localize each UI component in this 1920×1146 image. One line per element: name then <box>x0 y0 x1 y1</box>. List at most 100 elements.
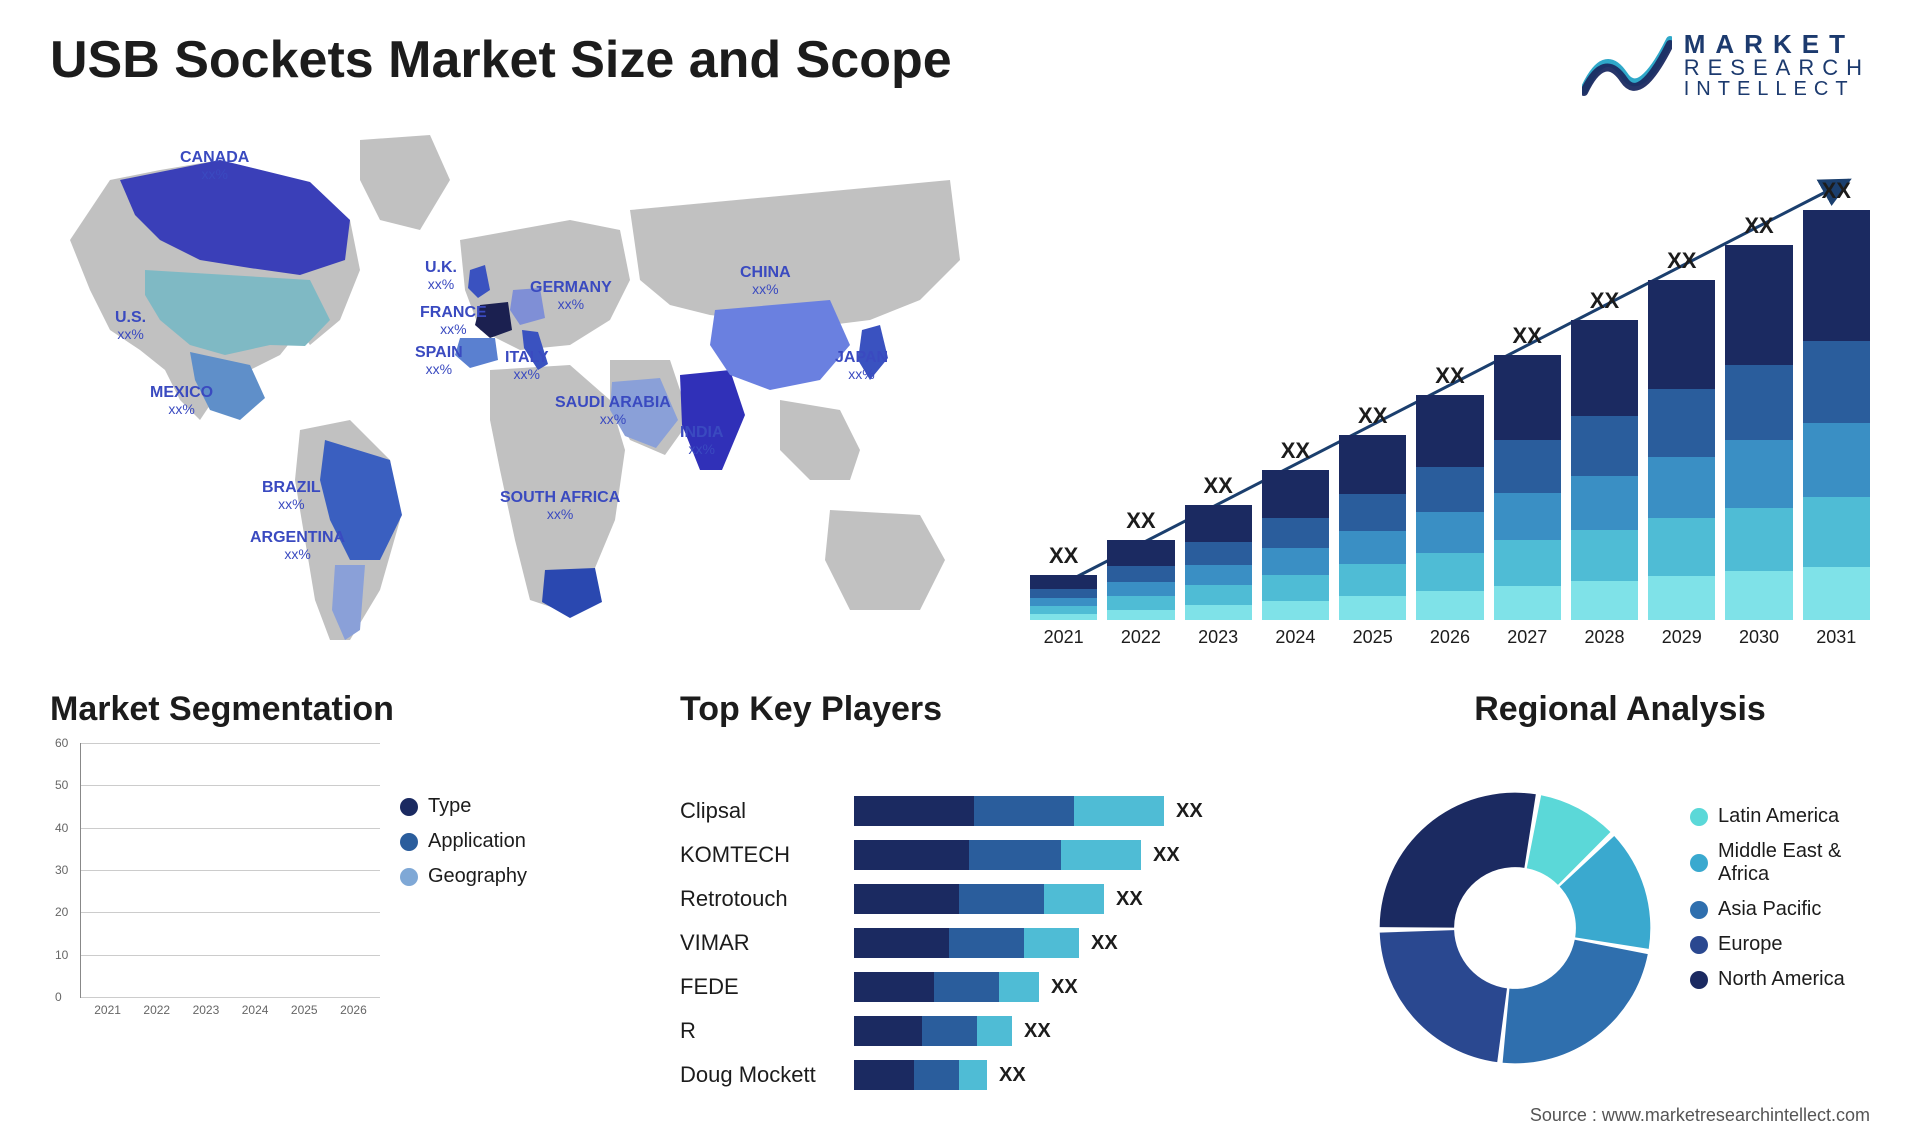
seg-y-tick: 30 <box>55 863 68 877</box>
growth-bar-year: 2030 <box>1739 627 1779 648</box>
growth-bar-value: XX <box>1281 438 1310 464</box>
growth-bar: XX2021 <box>1030 543 1097 620</box>
map-label: SAUDI ARABIAxx% <box>555 395 671 429</box>
players-panel: Top Key Players ClipsalKOMTECHRetrotouch… <box>680 690 1320 1097</box>
seg-y-tick: 50 <box>55 778 68 792</box>
brand-line3: INTELLECT <box>1684 79 1870 99</box>
player-bar-row: XX <box>854 877 1320 921</box>
legend-dot <box>1690 971 1708 989</box>
map-label: INDIAxx% <box>680 425 724 459</box>
map-label: U.K.xx% <box>425 260 457 294</box>
growth-bar: XX2030 <box>1725 213 1792 620</box>
donut-slice <box>1380 793 1536 928</box>
growth-bar-year: 2027 <box>1507 627 1547 648</box>
map-label: U.S.xx% <box>115 310 146 344</box>
map-label: ITALYxx% <box>505 350 549 384</box>
legend-item: Type <box>400 795 630 818</box>
player-name: Clipsal <box>680 789 830 833</box>
legend-item: Europe <box>1690 933 1870 956</box>
player-names: ClipsalKOMTECHRetrotouchVIMARFEDERDoug M… <box>680 743 830 1097</box>
player-name: KOMTECH <box>680 833 830 877</box>
growth-bar-year: 2025 <box>1353 627 1393 648</box>
player-name: R <box>680 1009 830 1053</box>
seg-x-label: 2022 <box>143 1003 170 1017</box>
legend-label: Latin America <box>1718 805 1839 828</box>
segmentation-title: Market Segmentation <box>50 690 630 729</box>
page-title: USB Sockets Market Size and Scope <box>50 30 952 90</box>
legend-label: Middle East & Africa <box>1718 840 1870 886</box>
seg-y-tick: 60 <box>55 736 68 750</box>
growth-bar-value: XX <box>1667 248 1696 274</box>
growth-bar-value: XX <box>1049 543 1078 569</box>
legend-label: Type <box>428 795 471 818</box>
player-bar-row: XX <box>854 789 1320 833</box>
brand-line1: MARKET <box>1684 31 1870 57</box>
legend-item: North America <box>1690 968 1870 991</box>
player-value: XX <box>1116 888 1143 911</box>
growth-bar-year: 2029 <box>1662 627 1702 648</box>
player-bar-row: XX <box>854 921 1320 965</box>
legend-item: Latin America <box>1690 805 1870 828</box>
growth-bar: XX2027 <box>1494 323 1561 620</box>
growth-bar-year: 2023 <box>1198 627 1238 648</box>
map-label: MEXICOxx% <box>150 385 213 419</box>
player-value: XX <box>1091 932 1118 955</box>
growth-bar: XX2026 <box>1416 363 1483 620</box>
legend-label: North America <box>1718 968 1845 991</box>
player-value: XX <box>1153 844 1180 867</box>
legend-dot <box>1690 901 1708 919</box>
player-value: XX <box>1176 800 1203 823</box>
player-bar-row: XX <box>854 965 1320 1009</box>
growth-bar-year: 2031 <box>1816 627 1856 648</box>
legend-dot <box>400 868 418 886</box>
seg-y-tick: 10 <box>55 948 68 962</box>
legend-item: Middle East & Africa <box>1690 840 1870 886</box>
growth-bar-value: XX <box>1203 473 1232 499</box>
player-value: XX <box>999 1064 1026 1087</box>
seg-x-label: 2026 <box>340 1003 367 1017</box>
regional-panel: Regional Analysis Latin America Middle Ea… <box>1370 690 1870 1073</box>
donut-slice <box>1380 930 1507 1062</box>
growth-bar: XX2031 <box>1803 178 1870 620</box>
player-value: XX <box>1051 976 1078 999</box>
source-attribution: Source : www.marketresearchintellect.com <box>1530 1105 1870 1126</box>
legend-dot <box>400 798 418 816</box>
map-label: JAPANxx% <box>835 350 888 384</box>
map-label: GERMANYxx% <box>530 280 612 314</box>
segmentation-chart: 202120222023202420252026 0102030405060 <box>50 743 380 1023</box>
regional-title: Regional Analysis <box>1370 690 1870 729</box>
legend-label: Europe <box>1718 933 1783 956</box>
segmentation-legend: TypeApplicationGeography <box>400 743 630 1023</box>
players-title: Top Key Players <box>680 690 1320 729</box>
legend-dot <box>400 833 418 851</box>
brand-icon <box>1582 30 1672 100</box>
growth-bar-year: 2022 <box>1121 627 1161 648</box>
player-bar-row: XX <box>854 1009 1320 1053</box>
seg-x-label: 2025 <box>291 1003 318 1017</box>
brand-line2: RESEARCH <box>1684 57 1870 79</box>
legend-label: Asia Pacific <box>1718 898 1821 921</box>
growth-bar-value: XX <box>1435 363 1464 389</box>
regional-donut <box>1370 783 1660 1073</box>
map-label: BRAZILxx% <box>262 480 321 514</box>
growth-bar-value: XX <box>1513 323 1542 349</box>
seg-y-tick: 0 <box>55 990 62 1004</box>
player-bars-chart: XXXXXXXXXXXXXX <box>854 743 1320 1097</box>
map-label: FRANCExx% <box>420 305 487 339</box>
growth-bar-value: XX <box>1822 178 1851 204</box>
seg-x-label: 2024 <box>242 1003 269 1017</box>
seg-y-tick: 20 <box>55 905 68 919</box>
growth-bar-chart: XX2021XX2022XX2023XX2024XX2025XX2026XX20… <box>1030 160 1870 650</box>
growth-bar-value: XX <box>1590 288 1619 314</box>
player-value: XX <box>1024 1020 1051 1043</box>
donut-slice <box>1503 940 1648 1064</box>
legend-item: Application <box>400 830 630 853</box>
legend-label: Application <box>428 830 526 853</box>
seg-x-label: 2021 <box>94 1003 121 1017</box>
growth-bar-year: 2024 <box>1275 627 1315 648</box>
map-label: CHINAxx% <box>740 265 791 299</box>
regional-legend: Latin America Middle East & Africa Asia Pa… <box>1690 743 1870 1073</box>
segmentation-panel: Market Segmentation 20212022202320242025… <box>50 690 630 1023</box>
player-name: FEDE <box>680 965 830 1009</box>
brand-logo: MARKET RESEARCH INTELLECT <box>1582 30 1870 100</box>
